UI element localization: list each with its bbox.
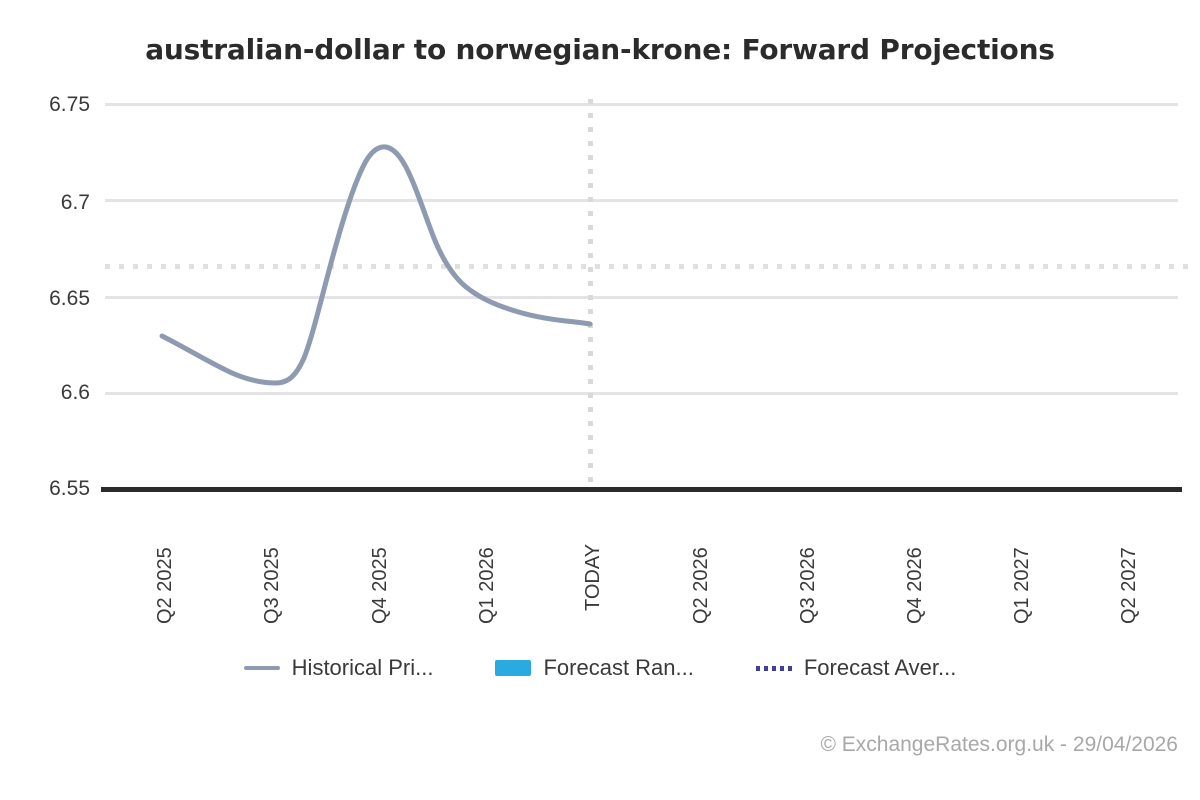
legend-label-forecast-range: Forecast Ran... (543, 655, 694, 680)
dotted-line-marker-icon (755, 665, 792, 671)
chart-title: australian-dollar to norwegian-krone: Fo… (145, 33, 1055, 66)
copyright-credit: © ExchangeRates.org.uk - 29/04/2026 (820, 733, 1178, 756)
legend-label-historical-price: Historical Pri... (291, 655, 434, 680)
y-tick-label-3: 6.6 (60, 381, 90, 404)
x-tick-label-q2-2026: Q2 2026 (690, 547, 712, 624)
legend-item-forecast-range[interactable]: Forecast Ran... (495, 655, 694, 681)
y-tick-label-4: 6.55 (49, 477, 90, 500)
x-tick-label-q4-2025: Q4 2025 (369, 547, 391, 624)
x-tick-label-q1-2027: Q1 2027 (1011, 547, 1033, 624)
historical-price-line (159, 144, 593, 386)
gridlines (105, 103, 1178, 395)
filled-box-marker-icon (495, 660, 532, 676)
y-tick-label-1: 6.7 (60, 191, 90, 214)
x-tick-label-q3-2025: Q3 2025 (261, 547, 283, 624)
y-tick-label-2: 6.65 (49, 287, 90, 310)
solid-line-marker-icon (243, 666, 280, 670)
legend-item-forecast-average[interactable]: Forecast Aver... (755, 655, 957, 681)
chart-legend: Historical Pri... Forecast Ran... Foreca… (0, 655, 1200, 681)
y-tick-label-0: 6.75 (49, 93, 90, 116)
legend-item-historical-price[interactable]: Historical Pri... (243, 655, 434, 681)
x-tick-label-q3-2026: Q3 2026 (797, 547, 819, 624)
x-tick-label-q4-2026: Q4 2026 (904, 547, 926, 624)
x-tick-label-today: TODAY (582, 543, 604, 611)
x-tick-label-q2-2027: Q2 2027 (1118, 547, 1140, 624)
x-tick-label-q2-2025: Q2 2025 (154, 547, 176, 624)
plot-area (101, 99, 1190, 492)
legend-label-forecast-average: Forecast Aver... (803, 655, 957, 680)
x-tick-label-q1-2026: Q1 2026 (476, 547, 498, 624)
